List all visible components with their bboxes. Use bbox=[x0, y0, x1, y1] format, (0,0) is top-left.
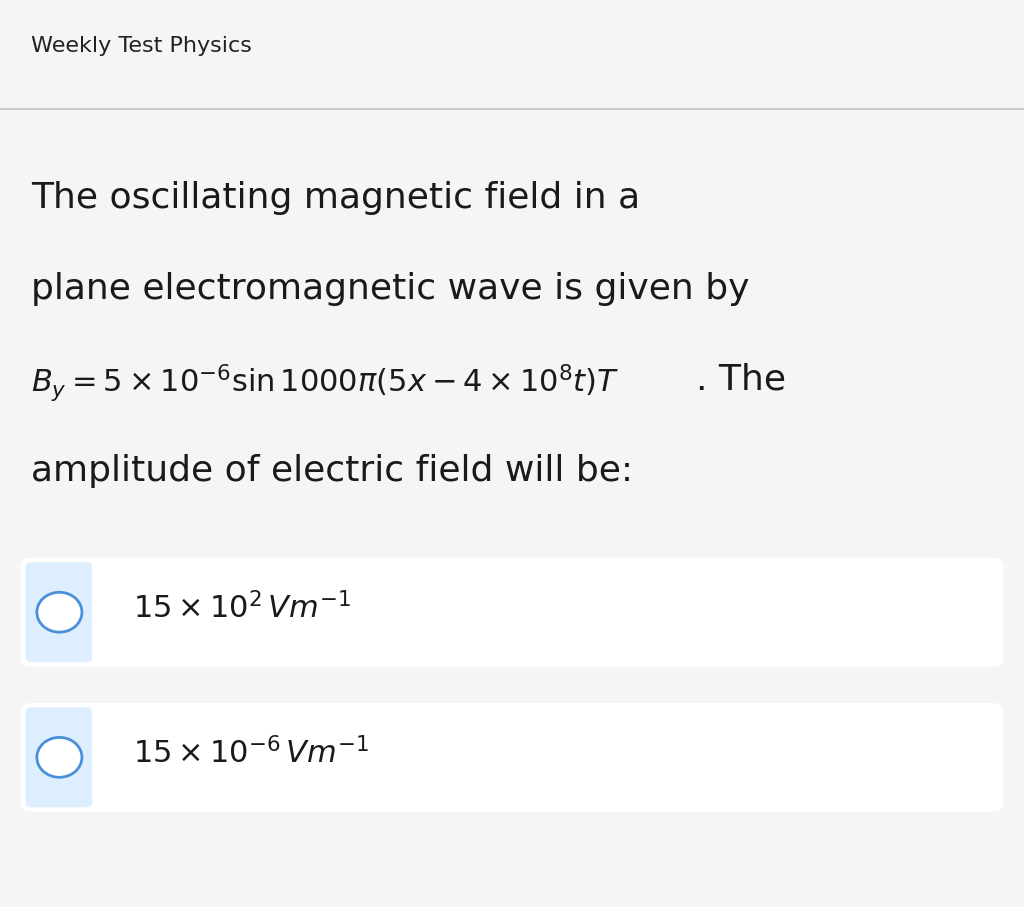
Text: $15\times10^{-6}\,Vm^{-1}$: $15\times10^{-6}\,Vm^{-1}$ bbox=[133, 736, 370, 769]
FancyBboxPatch shape bbox=[20, 703, 1004, 812]
FancyBboxPatch shape bbox=[26, 707, 92, 807]
Text: $15\times10^{2}\,Vm^{-1}$: $15\times10^{2}\,Vm^{-1}$ bbox=[133, 591, 351, 624]
Text: amplitude of electric field will be:: amplitude of electric field will be: bbox=[31, 454, 633, 487]
Circle shape bbox=[37, 737, 82, 777]
FancyBboxPatch shape bbox=[20, 558, 1004, 667]
FancyBboxPatch shape bbox=[26, 562, 92, 662]
Text: plane electromagnetic wave is given by: plane electromagnetic wave is given by bbox=[31, 272, 750, 306]
Text: The oscillating magnetic field in a: The oscillating magnetic field in a bbox=[31, 181, 640, 215]
Text: $B_y = 5\times10^{-6}\sin1000\pi\left(5x-4\times10^{8}t\right)T$: $B_y = 5\times10^{-6}\sin1000\pi\left(5x… bbox=[31, 363, 620, 405]
Text: . The: . The bbox=[696, 363, 786, 396]
Text: Weekly Test Physics: Weekly Test Physics bbox=[31, 36, 252, 56]
Circle shape bbox=[37, 592, 82, 632]
